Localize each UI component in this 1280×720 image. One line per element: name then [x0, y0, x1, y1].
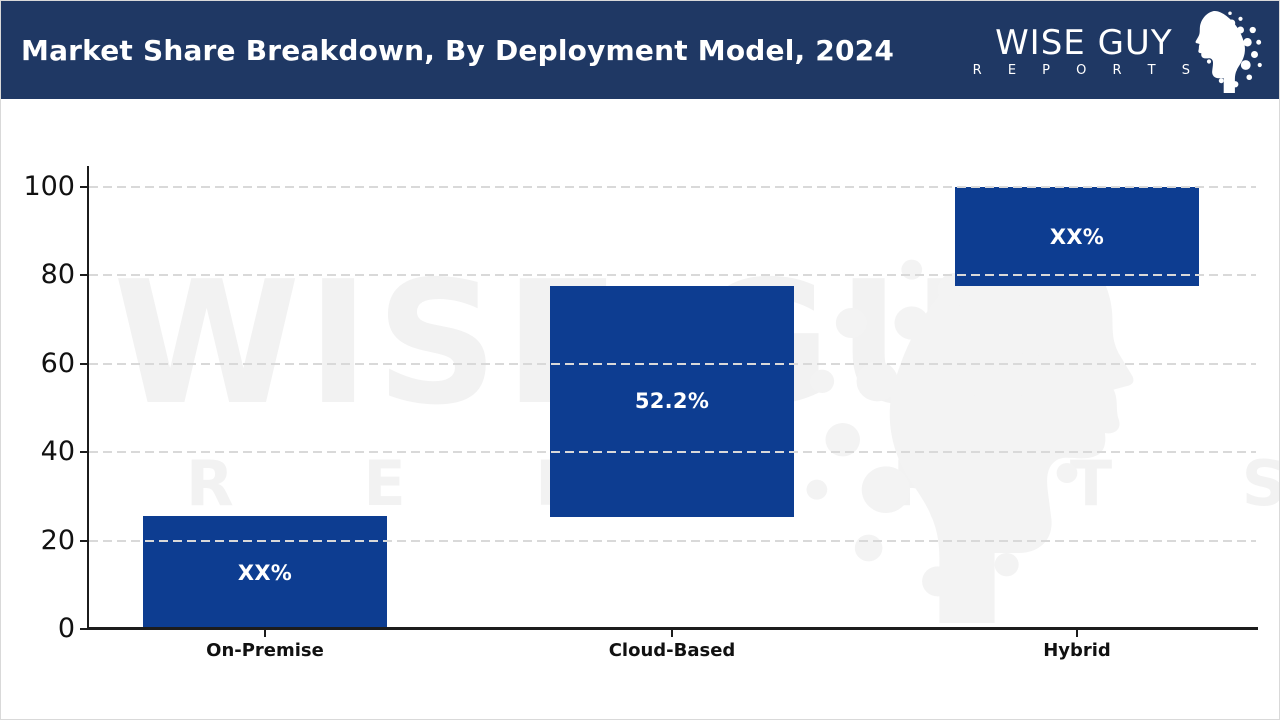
y-tick-0 [80, 628, 88, 630]
y-tick-80 [80, 274, 88, 277]
y-tick-label-80: 80 [40, 259, 75, 291]
gridline-60 [89, 362, 1256, 365]
y-tick-60 [80, 362, 88, 365]
brand-head-icon [1195, 10, 1262, 93]
x-axis-label-hybrid: Hybrid [1043, 640, 1111, 661]
y-tick-20 [80, 539, 88, 542]
header: Market Share Breakdown, By Deployment Mo… [1, 1, 1279, 99]
y-tick-label-100: 100 [23, 171, 75, 202]
x-axis-spine [87, 627, 1258, 630]
brand-logo-line2: R E P O R T S [972, 62, 1201, 78]
y-tick-label-20: 20 [40, 524, 75, 556]
gridline-100 [89, 186, 1256, 188]
y-tick-label-40: 40 [40, 436, 75, 468]
y-tick-100 [80, 186, 88, 188]
bar-value-label-on-premise: XX% [237, 560, 293, 585]
brand-logo-text: WISE GUY R E P O R T S [967, 26, 1201, 77]
gridline-20 [89, 539, 1256, 542]
brand-logo-line1: WISE GUY [995, 22, 1173, 63]
bar-value-label-hybrid: XX% [1049, 224, 1105, 249]
bar-value-label-cloud-based: 52.2% [634, 389, 710, 414]
x-tick-on-premise [264, 630, 266, 637]
y-axis-spine [87, 166, 89, 629]
gridline-40 [89, 451, 1256, 454]
page-title: Market Share Breakdown, By Deployment Mo… [21, 33, 895, 67]
y-tick-label-60: 60 [40, 347, 75, 379]
bar-hybrid: XX% [955, 187, 1199, 286]
x-axis-label-on-premise: On-Premise [206, 640, 324, 661]
x-axis-label-cloud-based: Cloud-Based [608, 640, 736, 661]
brand-logo: WISE GUY R E P O R T S [967, 9, 1265, 93]
x-tick-hybrid [1076, 630, 1078, 637]
bar-cloud-based: 52.2% [550, 286, 794, 517]
y-tick-label-0: 0 [57, 613, 75, 644]
y-tick-40 [80, 451, 88, 454]
gridline-80 [89, 274, 1256, 277]
x-tick-cloud-based [671, 630, 673, 637]
bar-on-premise: XX% [143, 516, 387, 629]
